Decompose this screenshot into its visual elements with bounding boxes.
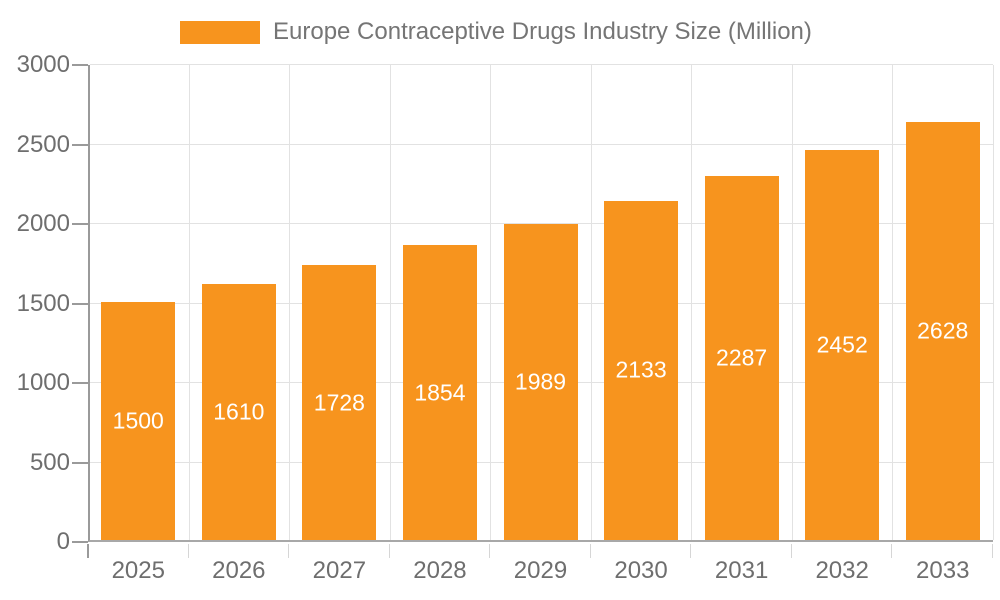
y-axis-label: 1000 bbox=[16, 369, 70, 396]
x-axis-tick bbox=[992, 544, 993, 558]
x-axis-label: 2033 bbox=[916, 557, 970, 584]
y-gridline bbox=[90, 64, 993, 65]
legend-swatch bbox=[180, 20, 260, 44]
x-gridline bbox=[490, 65, 492, 540]
y-gridline bbox=[90, 223, 993, 224]
y-axis-tick bbox=[72, 461, 88, 464]
y-axis-label: 1500 bbox=[16, 289, 70, 317]
y-axis-label: 2000 bbox=[16, 210, 70, 237]
bar-2028[interactable]: 1854 bbox=[402, 245, 477, 540]
bar-value-label: 1854 bbox=[414, 379, 466, 406]
x-gridline bbox=[791, 65, 793, 540]
y-axis-tick bbox=[72, 541, 88, 543]
x-axis-label: 2030 bbox=[614, 557, 668, 584]
plot-area: 1500 1610 1728 1854 1989 2133 2287 2452 2628 bbox=[88, 64, 994, 542]
bar-2029[interactable]: 1989 bbox=[503, 223, 578, 540]
y-axis-label: 3000 bbox=[16, 51, 70, 78]
y-axis-tick bbox=[72, 223, 88, 225]
x-gridline bbox=[590, 65, 592, 540]
bar-2026[interactable]: 1610 bbox=[201, 284, 276, 540]
x-gridline bbox=[389, 65, 391, 540]
x-axis-tick bbox=[589, 544, 591, 558]
chart-legend[interactable]: Europe Contraceptive Drugs Industry Size… bbox=[180, 18, 812, 46]
y-axis-tick bbox=[72, 143, 88, 146]
x-axis-tick bbox=[87, 544, 89, 558]
bar-value-label: 1728 bbox=[313, 389, 365, 416]
bar-2030[interactable]: 2133 bbox=[604, 200, 679, 540]
x-axis-label: 2029 bbox=[513, 557, 568, 584]
x-gridline bbox=[188, 65, 190, 540]
x-axis-tick bbox=[690, 544, 692, 558]
x-axis-tick bbox=[489, 544, 491, 558]
y-axis-label: 500 bbox=[29, 448, 70, 476]
x-axis-label: 2025 bbox=[111, 557, 165, 584]
legend-label: Europe Contraceptive Drugs Industry Size… bbox=[273, 18, 812, 45]
y-axis-label: 0 bbox=[56, 528, 70, 555]
x-axis-label: 2026 bbox=[212, 557, 266, 584]
bar-2025[interactable]: 1500 bbox=[101, 301, 176, 540]
x-gridline bbox=[892, 65, 894, 540]
y-axis-tick bbox=[72, 64, 88, 66]
x-gridline bbox=[289, 65, 291, 540]
bar-value-label: 2452 bbox=[816, 331, 868, 358]
bar-value-label: 2287 bbox=[716, 344, 768, 371]
x-axis-label: 2028 bbox=[413, 557, 467, 584]
x-axis-tick bbox=[790, 544, 792, 558]
bar-2032[interactable]: 2452 bbox=[805, 150, 880, 540]
x-axis-tick bbox=[388, 544, 390, 558]
x-gridline bbox=[691, 65, 693, 540]
bar-2031[interactable]: 2287 bbox=[704, 176, 779, 540]
x-axis-tick bbox=[187, 544, 189, 558]
y-axis-tick bbox=[72, 382, 88, 384]
bar-value-label: 1610 bbox=[213, 398, 265, 425]
x-axis-tick bbox=[891, 544, 893, 558]
y-axis-tick bbox=[72, 302, 88, 305]
x-gridline bbox=[993, 65, 994, 540]
bar-2033[interactable]: 2628 bbox=[905, 122, 980, 540]
bar-value-label: 1989 bbox=[514, 368, 567, 395]
x-axis-label: 2027 bbox=[312, 557, 367, 584]
bar-value-label: 2133 bbox=[615, 356, 667, 383]
y-gridline bbox=[90, 143, 993, 145]
y-axis-label: 2500 bbox=[16, 130, 70, 158]
bar-value-label: 1500 bbox=[112, 407, 164, 434]
bar-2027[interactable]: 1728 bbox=[302, 265, 377, 540]
x-axis-tick bbox=[288, 544, 290, 558]
x-axis-label: 2031 bbox=[714, 557, 769, 584]
x-axis-label: 2032 bbox=[815, 557, 869, 584]
bar-value-label: 2628 bbox=[917, 317, 969, 344]
